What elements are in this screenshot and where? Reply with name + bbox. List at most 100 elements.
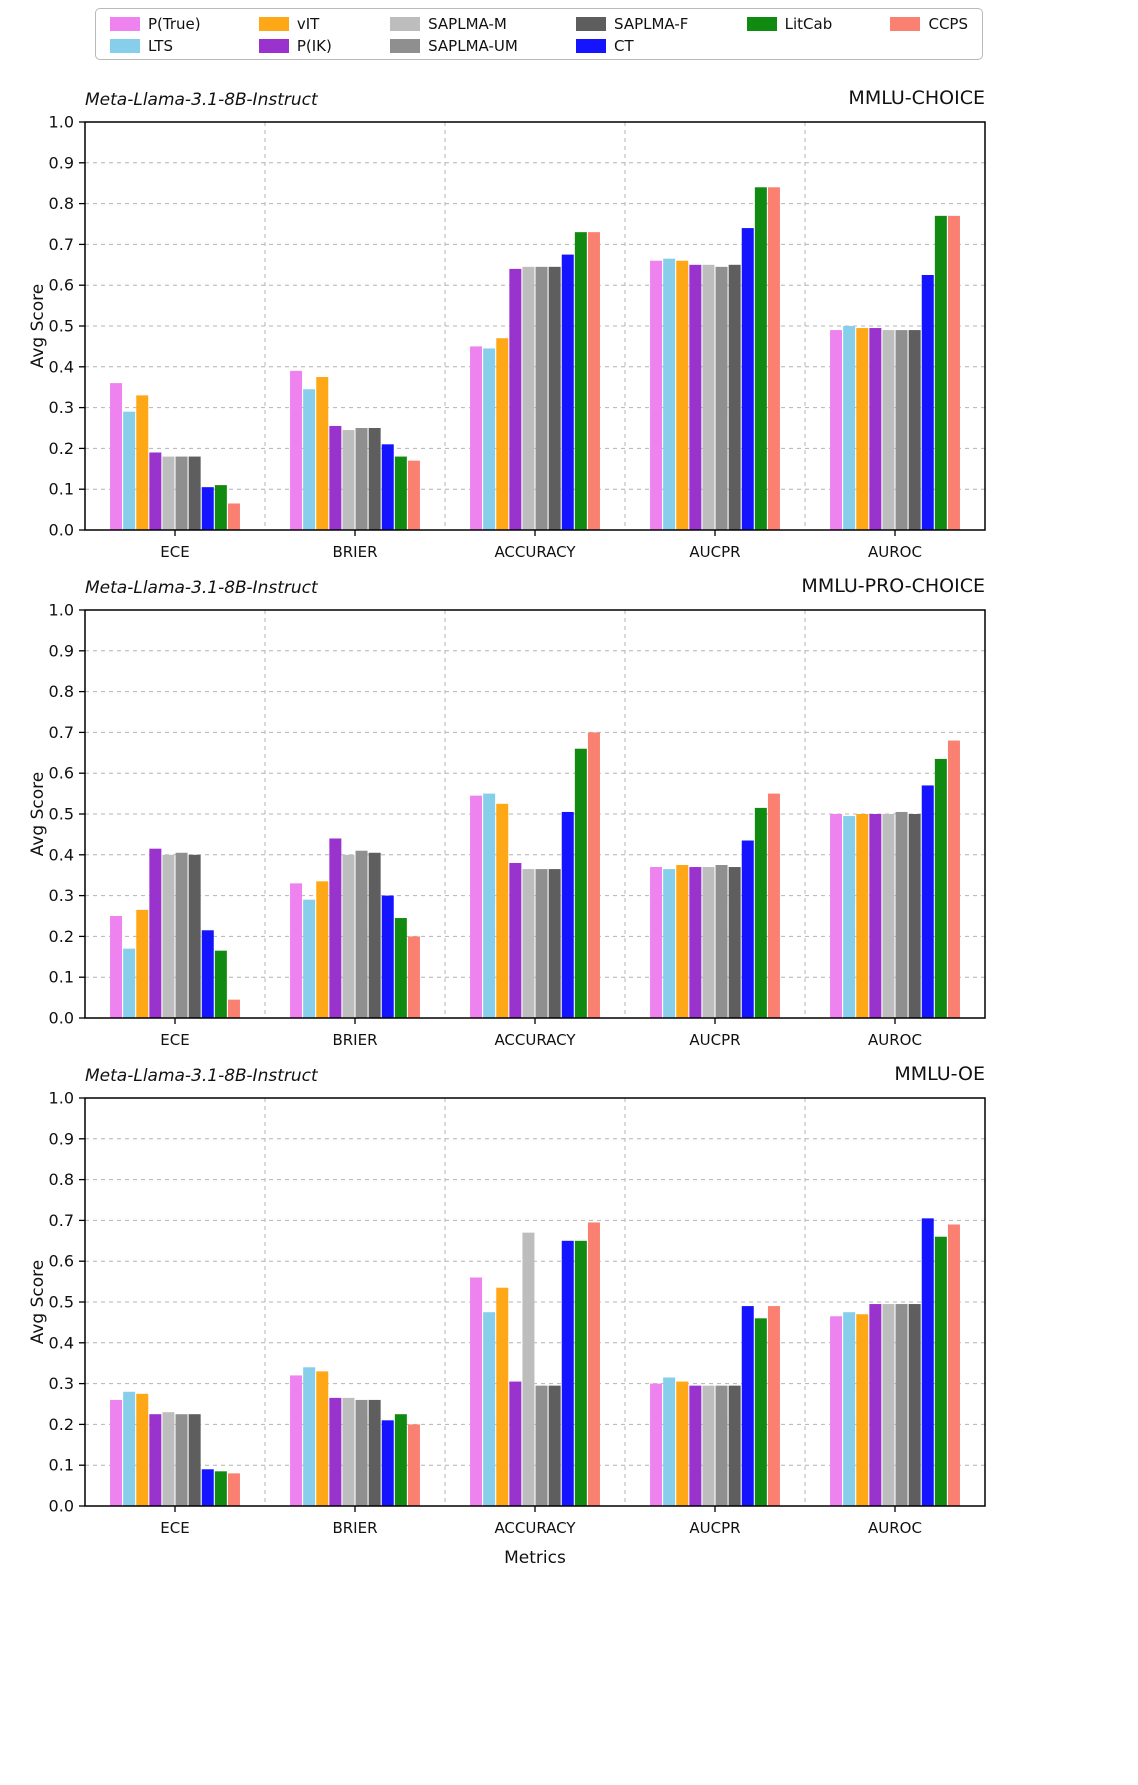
y-tick-label: 0.0 bbox=[49, 1009, 74, 1028]
y-tick-label: 0.8 bbox=[49, 194, 74, 213]
legend-column: SAPLMA-M SAPLMA-UM bbox=[390, 16, 518, 54]
bar-ct-ece bbox=[201, 1469, 214, 1506]
bar-saplma-m-aucpr bbox=[702, 1385, 715, 1506]
bar-p-ik--auroc bbox=[869, 328, 882, 530]
bar-p-ik--brier bbox=[329, 838, 342, 1018]
legend-item-litcab: LitCab bbox=[746, 16, 832, 32]
y-tick-label: 0.5 bbox=[49, 805, 74, 824]
bar-ct-auroc bbox=[921, 1218, 934, 1506]
subplot-mmlu-choice: 0.0 0.1 0.2 0.3 0.4 0.5 0.6 0.7 0.8 0.9 1.0 ECE BRIE… bbox=[0, 78, 1138, 566]
legend-column: LitCab bbox=[746, 16, 832, 32]
bar-ct-accuracy bbox=[561, 811, 574, 1018]
bar-vit-accuracy bbox=[496, 803, 509, 1018]
y-tick-label: 0.7 bbox=[49, 235, 74, 254]
y-axis-label: Avg Score bbox=[28, 1259, 48, 1345]
bar-litcab-aucpr bbox=[754, 187, 767, 530]
bar-ccps-brier bbox=[407, 936, 420, 1018]
bar-ct-brier bbox=[381, 444, 394, 530]
bar-p-true--ece bbox=[110, 1399, 123, 1506]
bar-ct-accuracy bbox=[561, 1240, 574, 1506]
bar-lts-ece bbox=[123, 948, 136, 1018]
bar-ct-brier bbox=[381, 1420, 394, 1506]
y-tick-label: 0.5 bbox=[49, 317, 74, 336]
bar-litcab-brier bbox=[394, 1414, 407, 1506]
y-axis-label: Avg Score bbox=[28, 283, 48, 369]
bar-litcab-auroc bbox=[934, 215, 947, 530]
bar-saplma-m-auroc bbox=[882, 814, 895, 1018]
bar-ccps-auroc bbox=[947, 215, 960, 530]
bar-saplma-f-aucpr bbox=[728, 867, 741, 1018]
legend-label: CT bbox=[614, 37, 634, 55]
y-tick-label: 1.0 bbox=[49, 601, 74, 620]
bar-p-true--ece bbox=[110, 383, 123, 530]
bar-saplma-f-brier bbox=[368, 428, 381, 530]
bar-saplma-m-aucpr bbox=[702, 264, 715, 530]
legend-swatch-icon bbox=[390, 39, 421, 53]
legend-swatch-icon bbox=[390, 17, 421, 31]
plot-frame bbox=[84, 609, 986, 1019]
bar-ccps-brier bbox=[407, 460, 420, 530]
bar-saplma-um-auroc bbox=[895, 1304, 908, 1506]
bar-lts-aucpr bbox=[663, 1377, 676, 1506]
bar-vit-aucpr bbox=[676, 1381, 689, 1506]
bar-saplma-f-accuracy bbox=[548, 266, 561, 530]
bar-p-true--auroc bbox=[830, 814, 843, 1018]
bar-p-ik--auroc bbox=[869, 1304, 882, 1506]
bar-saplma-um-accuracy bbox=[535, 1385, 548, 1506]
bar-saplma-f-ece bbox=[188, 456, 201, 530]
bar-saplma-f-brier bbox=[368, 852, 381, 1018]
bar-vit-aucpr bbox=[676, 260, 689, 530]
legend-item-p-ik-: P(IK) bbox=[258, 38, 332, 54]
y-tick-label: 0.3 bbox=[49, 1374, 74, 1393]
bar-p-ik--accuracy bbox=[509, 268, 522, 530]
legend-item-saplma-m: SAPLMA-M bbox=[390, 16, 518, 32]
bar-p-true--ece bbox=[110, 916, 123, 1018]
bar-p-ik--ece bbox=[149, 1414, 162, 1506]
bar-ccps-ece bbox=[227, 503, 240, 530]
bar-litcab-aucpr bbox=[754, 1318, 767, 1506]
bar-litcab-ece bbox=[214, 1471, 227, 1506]
x-axis-label: Metrics bbox=[504, 1548, 566, 1568]
legend: P(True) LTS vIT P(IK) SAPLMA-M SAPLMA-UM SAPLM… bbox=[95, 8, 983, 60]
y-tick-label: 0.0 bbox=[49, 1497, 74, 1516]
legend-item-vit: vIT bbox=[258, 16, 332, 32]
bar-saplma-m-brier bbox=[342, 854, 355, 1018]
subplot-title-model: Meta-Llama-3.1-8B-Instruct bbox=[85, 578, 318, 598]
bar-saplma-m-brier bbox=[342, 430, 355, 530]
subplot-title-benchmark: MMLU-CHOICE bbox=[848, 87, 985, 109]
bar-saplma-m-auroc bbox=[882, 330, 895, 530]
bar-saplma-um-brier bbox=[355, 850, 368, 1018]
bar-saplma-f-auroc bbox=[908, 330, 921, 530]
bar-litcab-brier bbox=[394, 918, 407, 1018]
bar-lts-accuracy bbox=[483, 348, 496, 530]
bar-p-ik--aucpr bbox=[689, 264, 702, 530]
subplot-mmlu-pro-choice: 0.0 0.1 0.2 0.3 0.4 0.5 0.6 0.7 0.8 0.9 1.0 ECE BRIE… bbox=[0, 566, 1138, 1054]
x-tick-label: ECE bbox=[160, 1519, 189, 1537]
legend-label: CCPS bbox=[928, 15, 968, 33]
bar-p-ik--auroc bbox=[869, 814, 882, 1018]
x-tick-label: BRIER bbox=[332, 543, 377, 561]
x-tick-label: ECE bbox=[160, 1031, 189, 1049]
bar-lts-auroc bbox=[843, 326, 856, 530]
bar-ct-ece bbox=[201, 930, 214, 1018]
legend-swatch-icon bbox=[110, 17, 140, 31]
bar-litcab-brier bbox=[394, 456, 407, 530]
bar-ct-brier bbox=[381, 895, 394, 1018]
subplot-title-model: Meta-Llama-3.1-8B-Instruct bbox=[85, 90, 318, 110]
legend-item-ccps: CCPS bbox=[890, 16, 968, 32]
legend-swatch-icon bbox=[890, 17, 921, 31]
bar-p-ik--accuracy bbox=[509, 862, 522, 1018]
bar-ct-aucpr bbox=[741, 840, 754, 1018]
bar-ccps-aucpr bbox=[767, 187, 780, 530]
y-tick-label: 0.6 bbox=[49, 1252, 74, 1271]
legend-swatch-icon bbox=[576, 17, 607, 31]
y-tick-label: 0.2 bbox=[49, 439, 74, 458]
bar-vit-ece bbox=[136, 909, 149, 1018]
bar-lts-brier bbox=[303, 1367, 316, 1506]
bar-saplma-m-accuracy bbox=[522, 869, 535, 1018]
bar-p-true--brier bbox=[290, 883, 303, 1018]
bar-saplma-m-ece bbox=[162, 1412, 175, 1506]
legend-swatch-icon bbox=[746, 17, 777, 31]
legend-column: CCPS bbox=[890, 16, 968, 32]
bar-saplma-um-ece bbox=[175, 1414, 188, 1506]
